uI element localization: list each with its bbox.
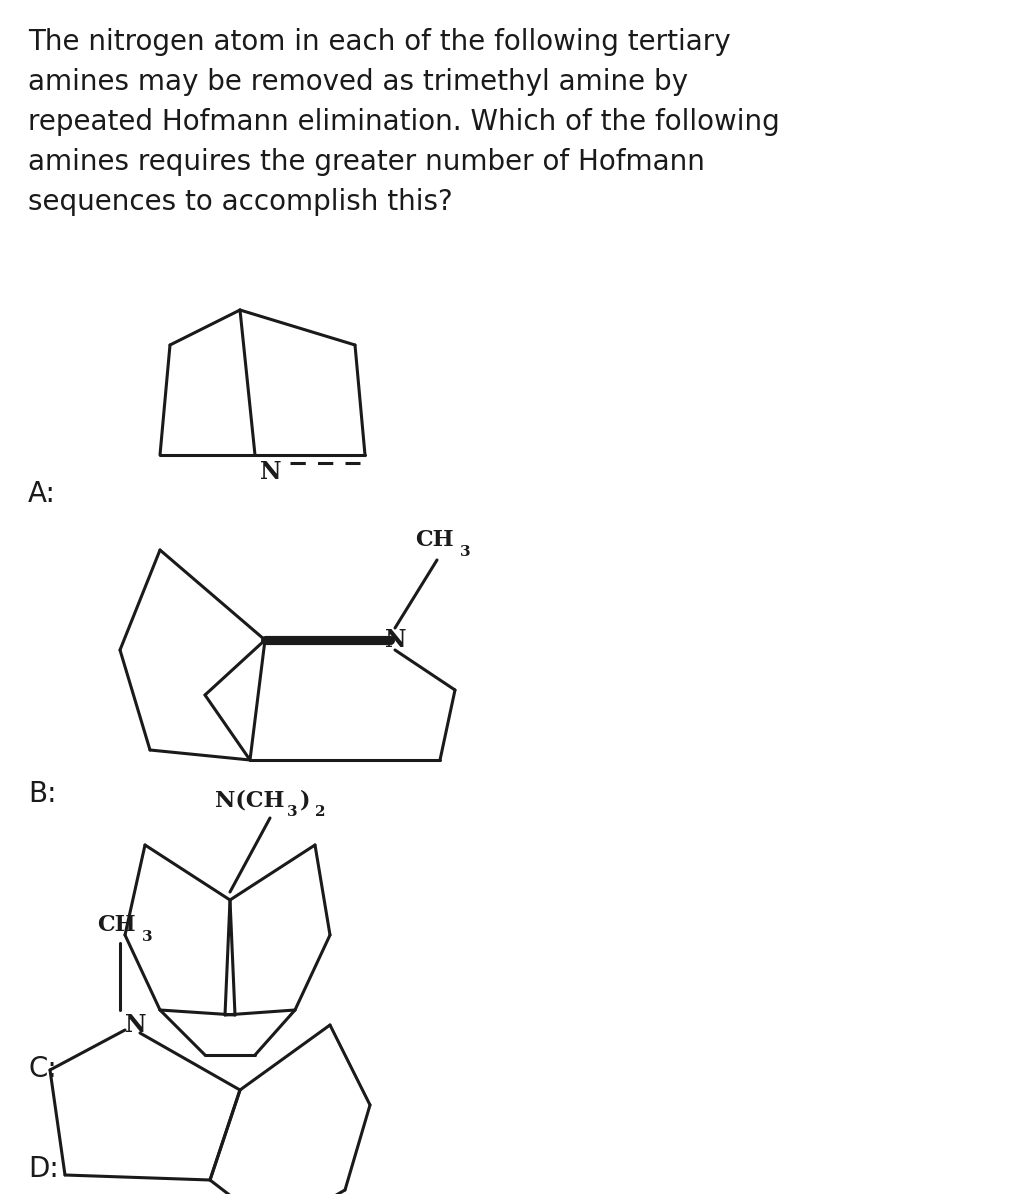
- Text: N(CH: N(CH: [215, 789, 285, 811]
- Text: 3: 3: [460, 544, 471, 559]
- Text: ): ): [300, 789, 310, 811]
- Text: 2: 2: [315, 805, 326, 819]
- Text: A:: A:: [28, 480, 56, 507]
- Text: N: N: [385, 628, 407, 652]
- Text: 3: 3: [142, 930, 153, 944]
- Text: B:: B:: [28, 780, 56, 808]
- Text: N: N: [260, 460, 282, 484]
- Text: C:: C:: [28, 1055, 56, 1083]
- Text: The nitrogen atom in each of the following tertiary
amines may be removed as tri: The nitrogen atom in each of the followi…: [28, 27, 779, 216]
- Text: D:: D:: [28, 1155, 58, 1183]
- Text: CH: CH: [97, 913, 135, 936]
- Text: CH: CH: [415, 529, 454, 550]
- Text: 3: 3: [287, 805, 298, 819]
- Text: N: N: [125, 1013, 146, 1038]
